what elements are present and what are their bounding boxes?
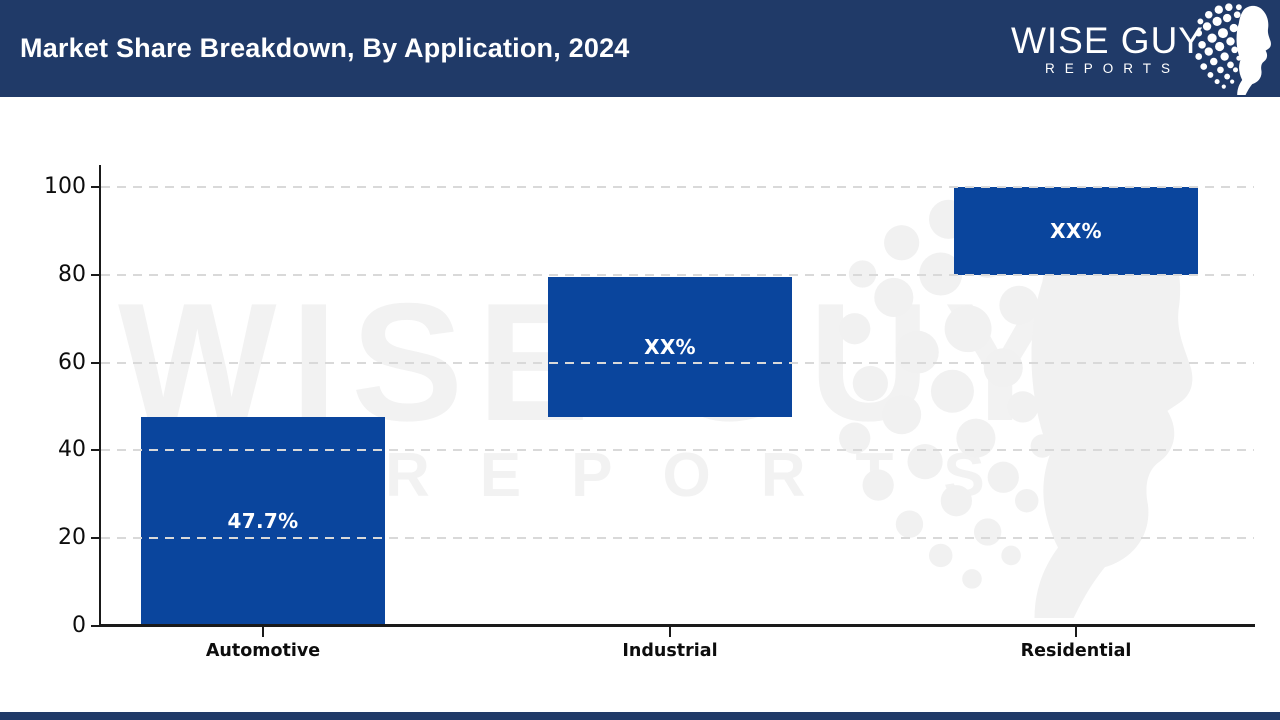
x-axis-tick-automotive (262, 627, 264, 637)
y-axis-tick-40 (91, 449, 100, 452)
bar-value-label-residential: XX% (1050, 218, 1102, 243)
page-title: Market Share Breakdown, By Application, … (20, 33, 630, 63)
wiseguy-head-icon (1194, 3, 1272, 95)
bar-value-label-automotive: 47.7% (227, 509, 299, 534)
x-axis-label-residential: Residential (1020, 641, 1132, 661)
y-axis-label-100: 100 (44, 174, 86, 199)
x-axis-tick-industrial (669, 627, 671, 637)
gridline-80 (101, 273, 1254, 276)
y-axis-line (99, 165, 101, 627)
y-axis-tick-80 (91, 273, 100, 276)
footer-bar (0, 712, 1280, 720)
bar-value-label-industrial: XX% (644, 334, 696, 359)
y-axis-tick-60 (91, 361, 100, 364)
gridline-100 (101, 186, 1254, 188)
header-bar: Market Share Breakdown, By Application, … (0, 0, 1280, 97)
wiseguy-logo: WISE GUY REPORTS (1011, 0, 1272, 97)
x-axis-line (99, 624, 1255, 627)
bar-industrial (548, 276, 792, 417)
bar-residential (954, 187, 1198, 275)
gridline-60 (101, 361, 1254, 364)
x-axis-label-automotive: Automotive (205, 641, 321, 661)
logo-wordmark: WISE GUY REPORTS (1011, 22, 1204, 76)
y-axis-label-40: 40 (58, 437, 86, 463)
y-axis-label-80: 80 (58, 261, 86, 287)
y-axis-tick-0 (91, 625, 100, 627)
y-axis-tick-20 (91, 537, 100, 540)
y-axis-label-0: 0 (72, 613, 86, 638)
y-axis-label-20: 20 (58, 525, 86, 551)
x-axis-tick-residential (1075, 627, 1077, 637)
gridline-40 (101, 449, 1254, 452)
y-axis-tick-100 (91, 186, 100, 188)
bar-automotive (141, 416, 385, 626)
gridline-20 (101, 537, 1254, 540)
x-axis-label-industrial: Industrial (622, 641, 718, 661)
logo-wordmark-line2: REPORTS (1044, 60, 1180, 76)
y-axis-label-60: 60 (58, 349, 86, 375)
logo-wordmark-line1: WISE GUY (1010, 19, 1204, 61)
